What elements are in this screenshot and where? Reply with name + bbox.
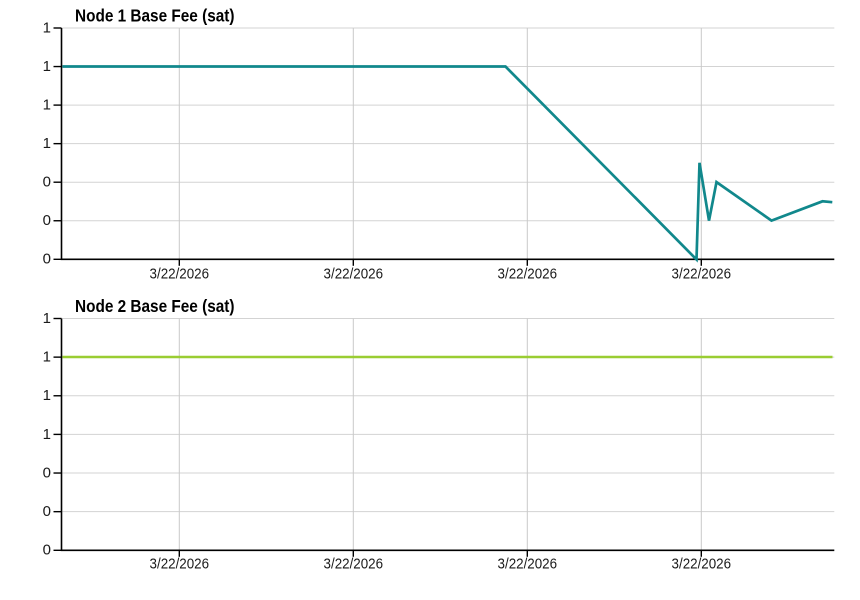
svg-text:Node 1 Base Fee (sat): Node 1 Base Fee (sat) <box>75 6 235 26</box>
svg-text:3/22/2026: 3/22/2026 <box>498 267 558 283</box>
svg-text:0: 0 <box>43 464 51 481</box>
svg-text:3/22/2026: 3/22/2026 <box>324 557 384 573</box>
svg-text:1: 1 <box>43 310 51 327</box>
svg-text:1: 1 <box>43 19 51 36</box>
svg-text:0: 0 <box>43 503 51 520</box>
svg-text:1: 1 <box>43 135 51 152</box>
svg-text:1: 1 <box>43 97 51 114</box>
svg-text:1: 1 <box>43 387 51 404</box>
svg-text:3/22/2026: 3/22/2026 <box>324 267 384 283</box>
svg-text:0: 0 <box>43 542 51 559</box>
svg-text:Node 2 Base Fee (sat): Node 2 Base Fee (sat) <box>75 296 235 316</box>
svg-text:0: 0 <box>43 174 51 191</box>
svg-text:3/22/2026: 3/22/2026 <box>150 267 210 283</box>
svg-text:1: 1 <box>43 58 51 75</box>
svg-text:0: 0 <box>43 212 51 229</box>
svg-text:3/22/2026: 3/22/2026 <box>498 557 558 573</box>
svg-text:0: 0 <box>43 251 51 268</box>
svg-text:1: 1 <box>43 426 51 443</box>
svg-text:1: 1 <box>43 349 51 366</box>
svg-text:3/22/2026: 3/22/2026 <box>672 267 732 283</box>
svg-text:3/22/2026: 3/22/2026 <box>672 557 732 573</box>
svg-text:3/22/2026: 3/22/2026 <box>150 557 210 573</box>
